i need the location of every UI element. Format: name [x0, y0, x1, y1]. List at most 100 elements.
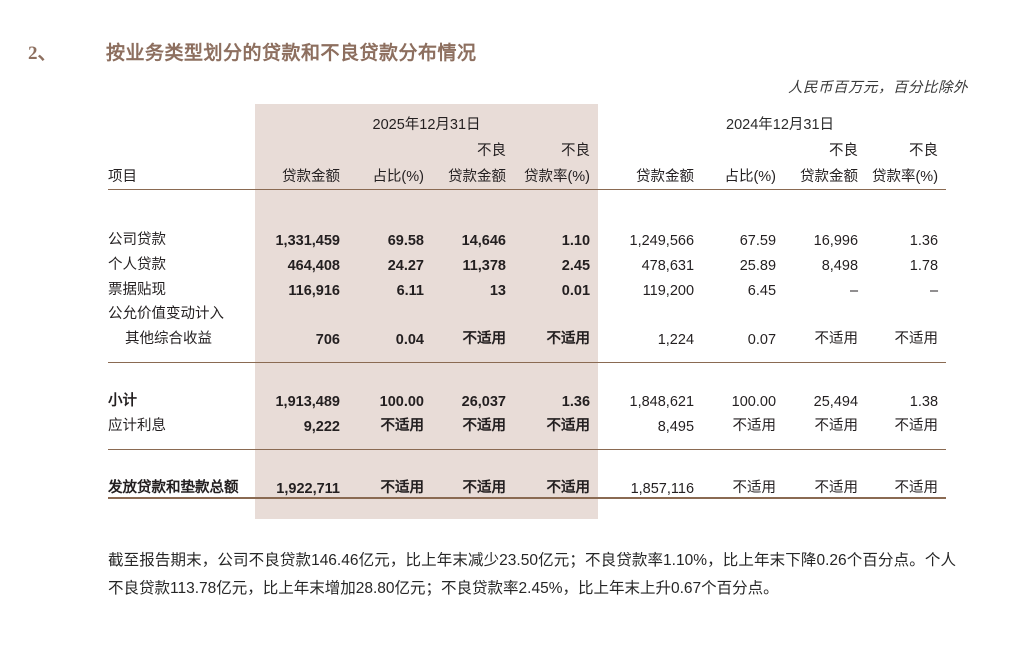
- cell-2024-npl-amount: 8,498: [821, 258, 859, 274]
- cell-2024-proportion: 不适用: [732, 418, 777, 434]
- spacer: [108, 450, 946, 473]
- subtotal-label: 小计: [108, 393, 137, 409]
- cell-2025-npl-amount: 11,378: [462, 258, 506, 274]
- period-title-row: 2025年12月31日 2024年12月31日: [108, 104, 946, 138]
- cell-2024-loan-amount: 1,224: [657, 332, 695, 348]
- empty-cell: [108, 104, 255, 138]
- cell-2024-loan-amount: 119,200: [642, 283, 695, 299]
- table-row: 个人贷款 464,408 24.27 11,378 2.45 478,631 2…: [108, 249, 946, 274]
- cell-2025-proportion: 0.04: [395, 332, 424, 348]
- empty-cell: [108, 138, 255, 160]
- table-row-label-line1: 公允价值变动计入: [108, 299, 946, 323]
- cell-2025-loan-amount: 116,916: [288, 283, 340, 299]
- header-2024-proportion: 占比(%): [702, 160, 785, 190]
- cell-2024-npl-ratio: 不适用: [894, 418, 939, 434]
- cell-2024-npl-amount: 不适用: [814, 418, 859, 434]
- header-2024-npl-amount-top: 不良: [829, 143, 859, 159]
- header-2025-npl-amount: 贷款金额: [432, 160, 514, 190]
- cell-2024-npl-amount: 不适用: [814, 331, 859, 347]
- cell-2024-npl-ratio: 不适用: [866, 472, 947, 499]
- empty-cell: [348, 138, 432, 160]
- column-header-bottom-row: 项目 贷款金额 占比(%) 贷款金额 贷款率(%) 贷款金额 占比(%) 贷款金…: [108, 160, 947, 190]
- cell-2024-proportion: 0.07: [747, 332, 777, 348]
- period-2024-title: 2024年12月31日: [726, 117, 835, 133]
- cell-2024-npl-amount: 25,494: [813, 394, 859, 410]
- header-2024-loan-amount: 贷款金额: [614, 160, 703, 190]
- cell-2025-npl-ratio: 不适用: [546, 418, 591, 434]
- cell-2025-loan-amount: 706: [315, 332, 340, 348]
- cell-2025-proportion: 6.11: [396, 283, 424, 299]
- gap-cell: [598, 160, 615, 190]
- cell-2025-proportion: 不适用: [380, 418, 425, 434]
- cell-2024-loan-amount: 8,495: [657, 419, 695, 435]
- header-2024-npl-amount: 贷款金额: [784, 160, 867, 190]
- cell-2025-npl-amount: 13: [489, 283, 506, 299]
- row-label-line2: 其他综合收益: [125, 331, 212, 347]
- cell-2025-npl-ratio: 2.45: [561, 258, 591, 274]
- gap-cell: [598, 138, 614, 160]
- cell-2025-npl-amount: 26,037: [461, 394, 506, 410]
- cell-2024-loan-amount: 1,848,621: [629, 394, 695, 410]
- cell-2025-proportion: 24.27: [387, 258, 424, 274]
- summary-paragraph: 截至报告期末，公司不良贷款146.46亿元，比上年末减少23.50亿元；不良贷款…: [108, 552, 956, 597]
- row-label-line1: 公允价值变动计入: [108, 306, 224, 322]
- cell-2024-npl-ratio: 1.38: [909, 394, 939, 410]
- cell-2024-proportion: 100.00: [731, 394, 777, 410]
- gap-cell: [598, 410, 614, 435]
- unit-note: 人民币百万元，百分比除外: [788, 80, 968, 96]
- cell-2024-npl-ratio: –: [929, 283, 939, 299]
- accrued-interest-label: 应计利息: [108, 418, 166, 434]
- section-number: 2、: [28, 43, 57, 64]
- cell-2025-npl-ratio: 不适用: [514, 472, 599, 499]
- cell-2024-npl-amount: 不适用: [784, 472, 867, 499]
- accrued-interest-row: 应计利息 9,222 不适用 不适用 不适用 8,495 不适用 不适用 不适用: [108, 410, 946, 435]
- cell-2025-loan-amount: 1,922,711: [255, 472, 348, 499]
- empty-cell: [255, 138, 348, 160]
- empty-cell: [702, 138, 784, 160]
- gap-cell: [598, 472, 615, 499]
- subtotal-row: 小计 1,913,489 100.00 26,037 1.36 1,848,62…: [108, 385, 946, 410]
- spacer: [108, 363, 946, 386]
- header-item: 项目: [108, 160, 255, 190]
- cell-2025-loan-amount: 1,331,459: [275, 233, 340, 249]
- cell-2024-proportion: 不适用: [702, 472, 785, 499]
- cell-2025-proportion: 不适用: [348, 472, 432, 499]
- gap-cell: [598, 224, 614, 249]
- loan-distribution-table: 2025年12月31日 2024年12月31日 不良 不良 不良 不良 项目: [108, 104, 947, 499]
- loan-distribution-table-wrapper: 2025年12月31日 2024年12月31日 不良 不良 不良 不良 项目: [108, 104, 947, 524]
- header-2025-loan-amount: 贷款金额: [255, 160, 348, 190]
- spacer: [108, 190, 946, 225]
- row-label: 公司贷款: [108, 232, 166, 248]
- grand-total-label: 发放贷款和垫款总额: [108, 472, 255, 499]
- cell-2024-npl-ratio: 1.78: [909, 258, 939, 274]
- header-2025-npl-ratio: 贷款率(%): [514, 160, 599, 190]
- spacer-rule: [108, 435, 947, 450]
- cell-2025-loan-amount: 464,408: [287, 258, 340, 274]
- page-title: 按业务类型划分的贷款和不良贷款分布情况: [106, 43, 477, 64]
- header-2024-npl-ratio-top: 不良: [909, 143, 939, 159]
- cell-2025-npl-ratio: 1.10: [561, 233, 591, 249]
- cell-2024-npl-amount: –: [849, 283, 859, 299]
- empty-cell: [614, 138, 702, 160]
- cell-2024-proportion: 25.89: [739, 258, 777, 274]
- cell-2024-npl-amount: 16,996: [813, 233, 859, 249]
- spacer-rule: [108, 348, 947, 363]
- cell-2024-npl-ratio: 不适用: [894, 331, 939, 347]
- cell-2025-npl-amount: 不适用: [462, 331, 507, 347]
- gap-cell: [598, 274, 614, 299]
- gap-cell: [598, 323, 614, 348]
- cell-2025-npl-ratio: 不适用: [546, 331, 591, 347]
- cell-2024-loan-amount: 478,631: [641, 258, 695, 274]
- cell-2025-npl-ratio: 0.01: [561, 283, 591, 299]
- section-heading: 2、 按业务类型划分的贷款和不良贷款分布情况: [28, 38, 968, 65]
- table-row: 其他综合收益 706 0.04 不适用 不适用 1,224 0.07 不适用 不…: [108, 323, 946, 348]
- grand-total-row: 发放贷款和垫款总额 1,922,711 不适用 不适用 不适用 1,857,11…: [108, 472, 947, 499]
- cell-2024-loan-amount: 1,857,116: [614, 472, 703, 499]
- header-2024-npl-ratio: 贷款率(%): [866, 160, 947, 190]
- header-2025-npl-ratio-top: 不良: [561, 143, 591, 159]
- cell-2025-npl-amount: 不适用: [432, 472, 514, 499]
- cell-2024-npl-ratio: 1.36: [909, 233, 939, 249]
- row-label: 票据贴现: [108, 282, 166, 298]
- period-2025-title: 2025年12月31日: [372, 117, 481, 133]
- gap-cell: [598, 385, 614, 410]
